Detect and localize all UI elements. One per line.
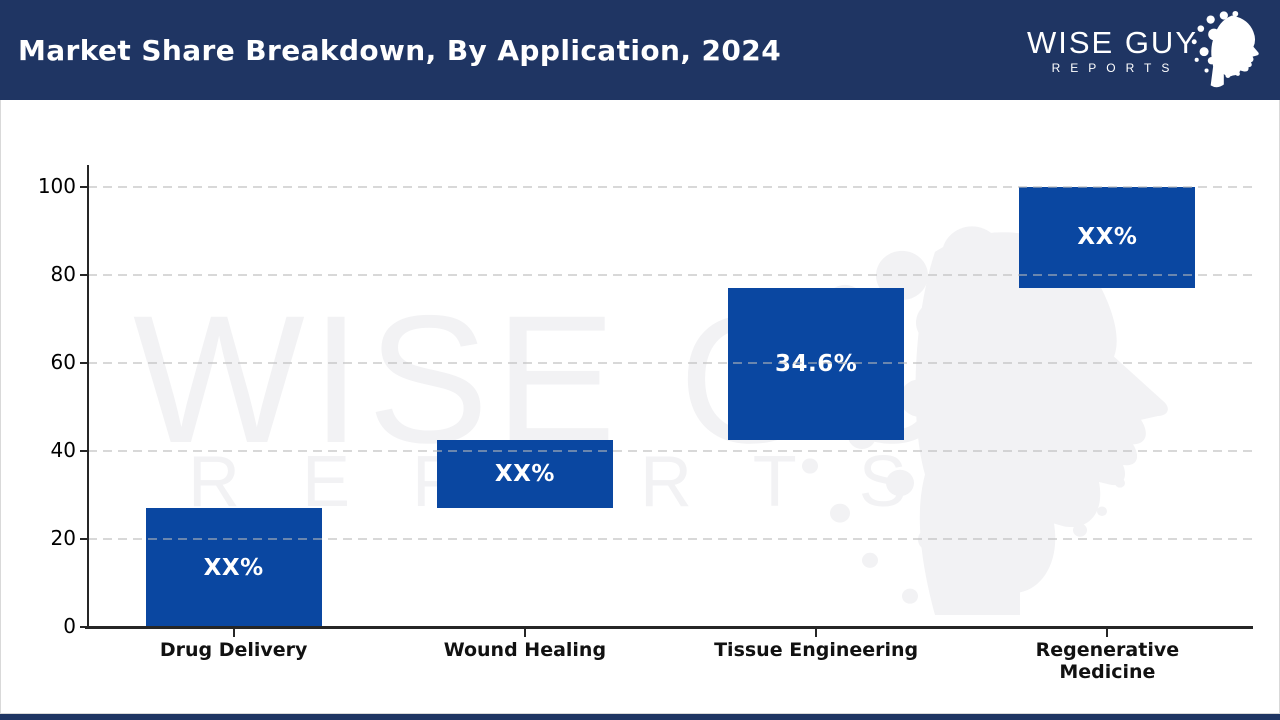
- bar-drug-delivery: XX%: [145, 508, 322, 627]
- y-tick-label: 100: [37, 174, 76, 198]
- brand-name: WISE GUY: [1026, 24, 1198, 60]
- x-tick-mark: [523, 629, 526, 637]
- logo-face-icon: [1191, 10, 1259, 88]
- x-tick-mark: [232, 629, 235, 637]
- y-tick-label: 60: [50, 350, 76, 374]
- gridline: [88, 186, 1253, 188]
- bar-regenerative-medicine: XX%: [1019, 187, 1196, 288]
- header-bar: Market Share Breakdown, By Application, …: [0, 0, 1280, 100]
- x-tick-mark: [1106, 629, 1109, 637]
- x-tick-label-regenerative-medicine: Regenerative Medicine: [1035, 639, 1180, 683]
- brand-logo: WISE GUY REPORTS: [1027, 8, 1260, 92]
- y-tick-mark: [80, 450, 88, 452]
- y-tick-label: 80: [50, 262, 76, 286]
- y-tick-mark: [80, 186, 88, 188]
- gridline: [88, 274, 1253, 276]
- x-tick-label-tissue-engineering: Tissue Engineering: [714, 639, 919, 661]
- y-tick-mark: [80, 626, 88, 628]
- bar-value-label: XX%: [203, 554, 264, 581]
- y-tick-mark: [80, 274, 88, 276]
- y-tick-label: 0: [63, 614, 76, 638]
- x-axis-line: [85, 626, 1253, 629]
- y-tick-label: 40: [50, 438, 76, 462]
- x-tick-label-drug-delivery: Drug Delivery: [159, 639, 308, 661]
- gridline: [88, 362, 1253, 364]
- brand-logo-text: WISE GUY REPORTS: [1027, 27, 1198, 74]
- x-tick-label-wound-healing: Wound Healing: [443, 639, 607, 661]
- y-tick-mark: [80, 538, 88, 540]
- footer-bar: [0, 714, 1280, 720]
- y-tick-label: 20: [50, 526, 76, 550]
- brand-subtitle: REPORTS: [1051, 60, 1180, 75]
- gridline: [88, 538, 1253, 540]
- x-tick-mark: [815, 629, 818, 637]
- chart-title: Market Share Breakdown, By Application, …: [18, 33, 782, 67]
- y-axis-line: [87, 165, 89, 629]
- gridline: [88, 450, 1253, 452]
- y-tick-mark: [80, 362, 88, 364]
- bar-value-label: XX%: [494, 461, 555, 488]
- bar-value-label: XX%: [1077, 224, 1138, 251]
